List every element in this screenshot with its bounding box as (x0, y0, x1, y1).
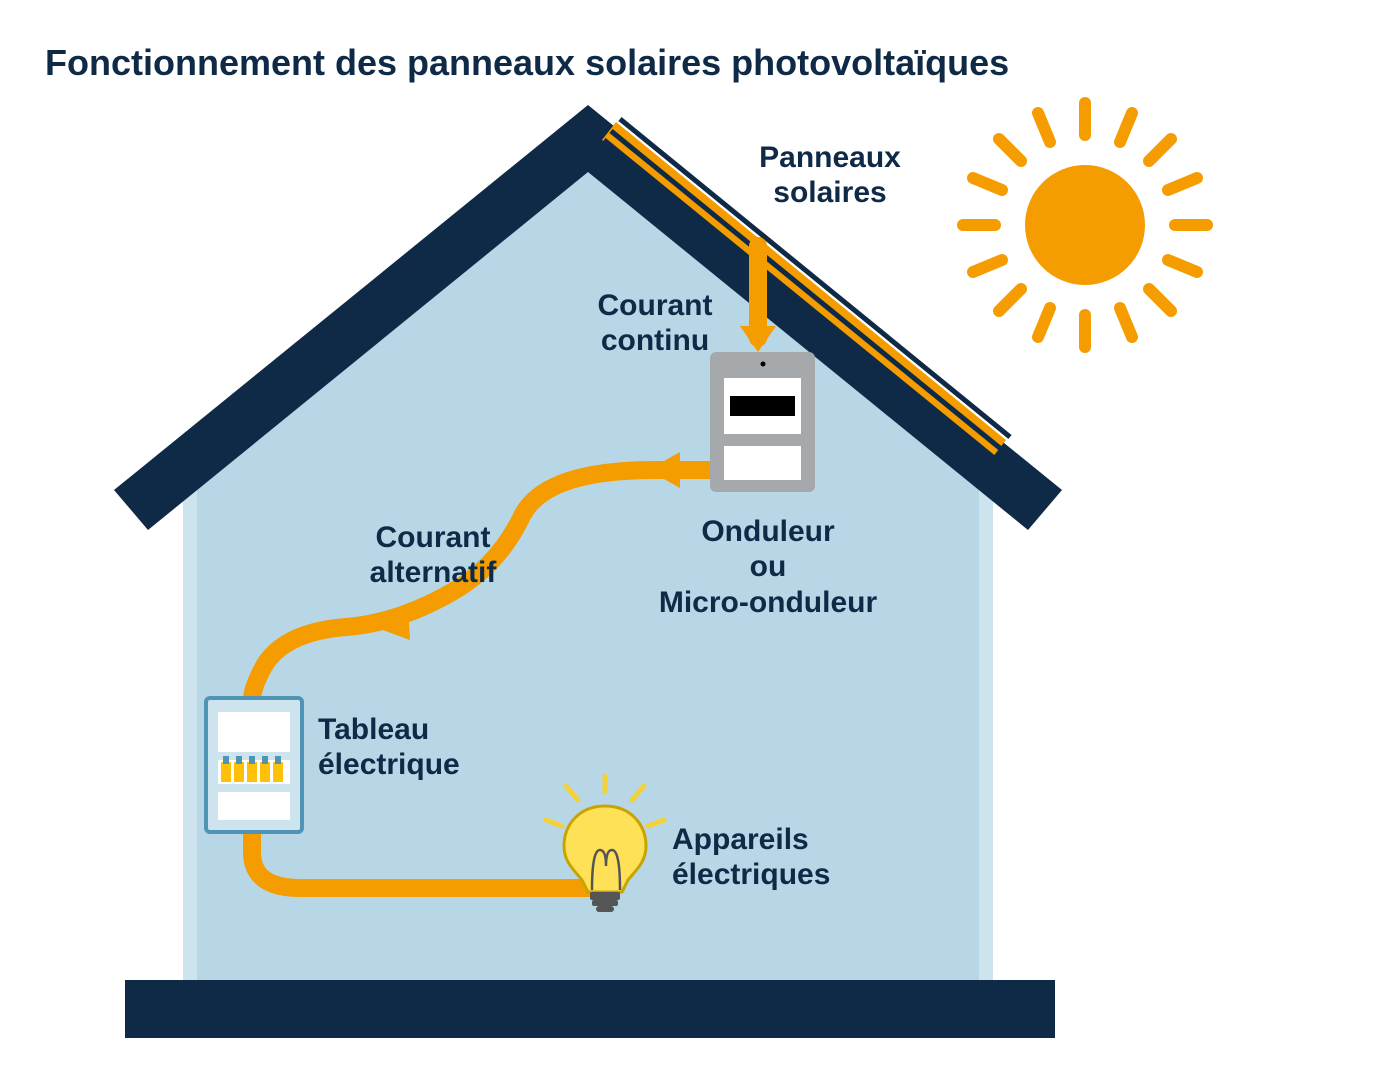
label-text: Appareils (672, 823, 809, 856)
breaker-panel-icon (206, 698, 302, 832)
sun-icon (963, 103, 1207, 347)
label-text: électriques (672, 858, 830, 891)
label-text: Tableau (318, 713, 429, 746)
label-tableau: Tableau électrique (318, 712, 578, 783)
inverter-icon (710, 352, 815, 492)
label-courant-continu: Courant continu (555, 288, 755, 359)
label-text: Micro-onduleur (659, 586, 877, 619)
label-text: électrique (318, 748, 460, 781)
label-onduleur: Onduleur ou Micro-onduleur (598, 514, 938, 620)
label-text: ou (750, 550, 787, 583)
label-text: Panneaux (759, 141, 901, 174)
label-text: solaires (773, 176, 886, 209)
infographic-canvas: Fonctionnement des panneaux solaires pho… (0, 0, 1383, 1080)
label-text: Courant (598, 289, 713, 322)
label-courant-alternatif: Courant alternatif (308, 520, 558, 591)
label-panneaux: Panneaux solaires (700, 140, 960, 211)
label-appareils: Appareils électriques (672, 822, 972, 893)
label-text: alternatif (370, 556, 497, 589)
label-text: continu (601, 324, 709, 357)
label-text: Onduleur (701, 515, 834, 548)
label-text: Courant (376, 521, 491, 554)
